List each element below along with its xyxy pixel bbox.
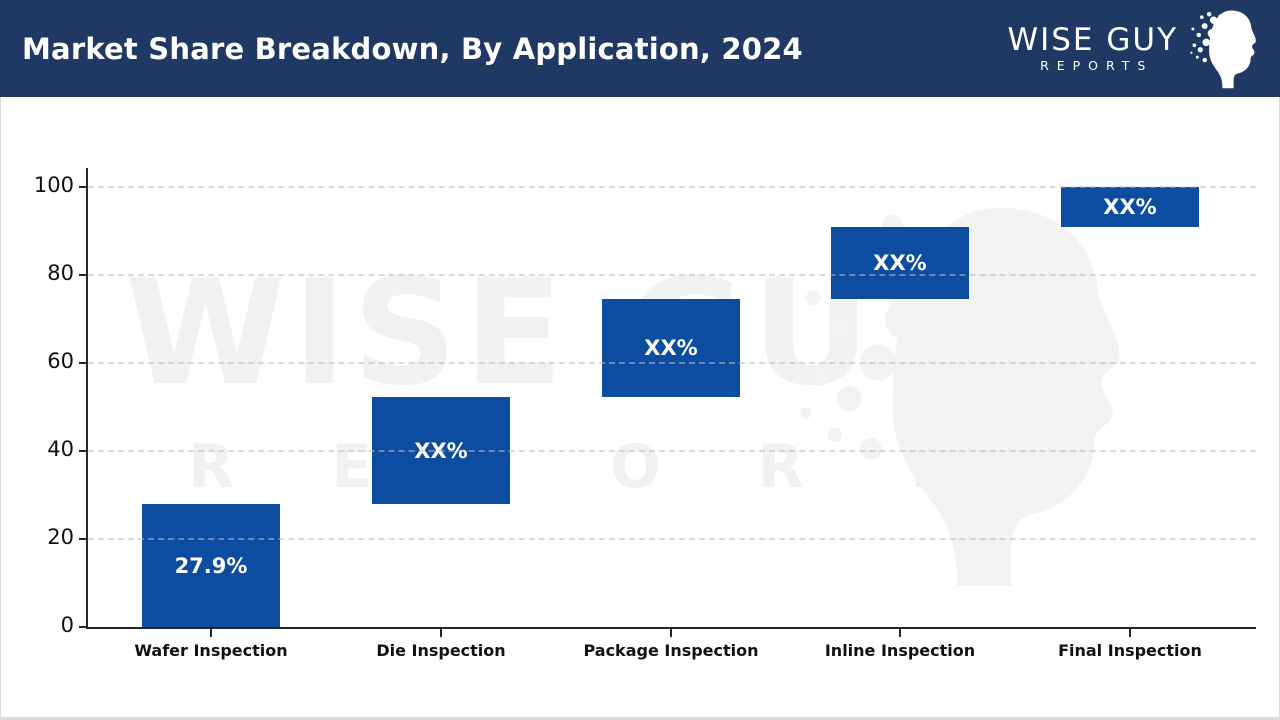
y-tick-mark bbox=[79, 186, 88, 188]
chart-title: Market Share Breakdown, By Application, … bbox=[22, 31, 803, 66]
y-tick-label: 40 bbox=[47, 437, 74, 461]
category-label-inline-inspection: Inline Inspection bbox=[824, 641, 976, 660]
category-label-die-inspection: Die Inspection bbox=[376, 641, 506, 660]
category-label-wafer-inspection: Wafer Inspection bbox=[134, 641, 288, 660]
bar-wafer-inspection: 27.9% bbox=[142, 504, 280, 627]
logo-subtitle: REPORTS bbox=[1040, 57, 1154, 73]
bar-value-label: XX% bbox=[1103, 195, 1157, 220]
x-tick-mark bbox=[670, 629, 672, 637]
x-tick-mark bbox=[1129, 629, 1131, 637]
wiseguy-logo: WISE GUY REPORTS bbox=[1007, 8, 1258, 90]
page-border-left bbox=[0, 97, 1, 720]
y-tick-mark bbox=[79, 450, 88, 452]
gridline-20 bbox=[88, 538, 1256, 540]
x-tick-mark bbox=[210, 629, 212, 637]
gridline-40 bbox=[88, 450, 1256, 452]
logo-wordmark: WISE GUY bbox=[1007, 21, 1178, 58]
y-tick-mark bbox=[79, 626, 88, 628]
bar-package-inspection: XX% bbox=[602, 299, 740, 397]
category-label-final-inspection: Final Inspection bbox=[1058, 641, 1202, 660]
x-axis-line bbox=[86, 627, 1256, 629]
bar-final-inspection: XX% bbox=[1061, 187, 1199, 228]
y-tick-label: 80 bbox=[47, 261, 74, 285]
y-tick-mark bbox=[79, 362, 88, 364]
y-tick-label: 100 bbox=[33, 173, 74, 197]
y-tick-label: 0 bbox=[60, 613, 74, 637]
gridline-100 bbox=[88, 186, 1256, 188]
gridline-60 bbox=[88, 362, 1256, 364]
y-axis-line bbox=[86, 168, 88, 629]
page-border-bottom bbox=[0, 717, 1280, 720]
x-tick-mark bbox=[899, 629, 901, 637]
x-tick-mark bbox=[440, 629, 442, 637]
bar-value-label: XX% bbox=[873, 251, 927, 276]
gridline-80 bbox=[88, 274, 1256, 276]
y-tick-label: 60 bbox=[47, 349, 74, 373]
bar-value-label: 27.9% bbox=[174, 553, 248, 578]
bar-inline-inspection: XX% bbox=[831, 227, 969, 300]
header-bar: Market Share Breakdown, By Application, … bbox=[0, 0, 1280, 97]
y-tick-mark bbox=[79, 538, 88, 540]
bar-value-label: XX% bbox=[644, 336, 698, 361]
category-label-package-inspection: Package Inspection bbox=[583, 641, 759, 660]
y-tick-label: 20 bbox=[47, 525, 74, 549]
logo-text: WISE GUY REPORTS bbox=[1007, 21, 1178, 73]
y-tick-mark bbox=[79, 274, 88, 276]
